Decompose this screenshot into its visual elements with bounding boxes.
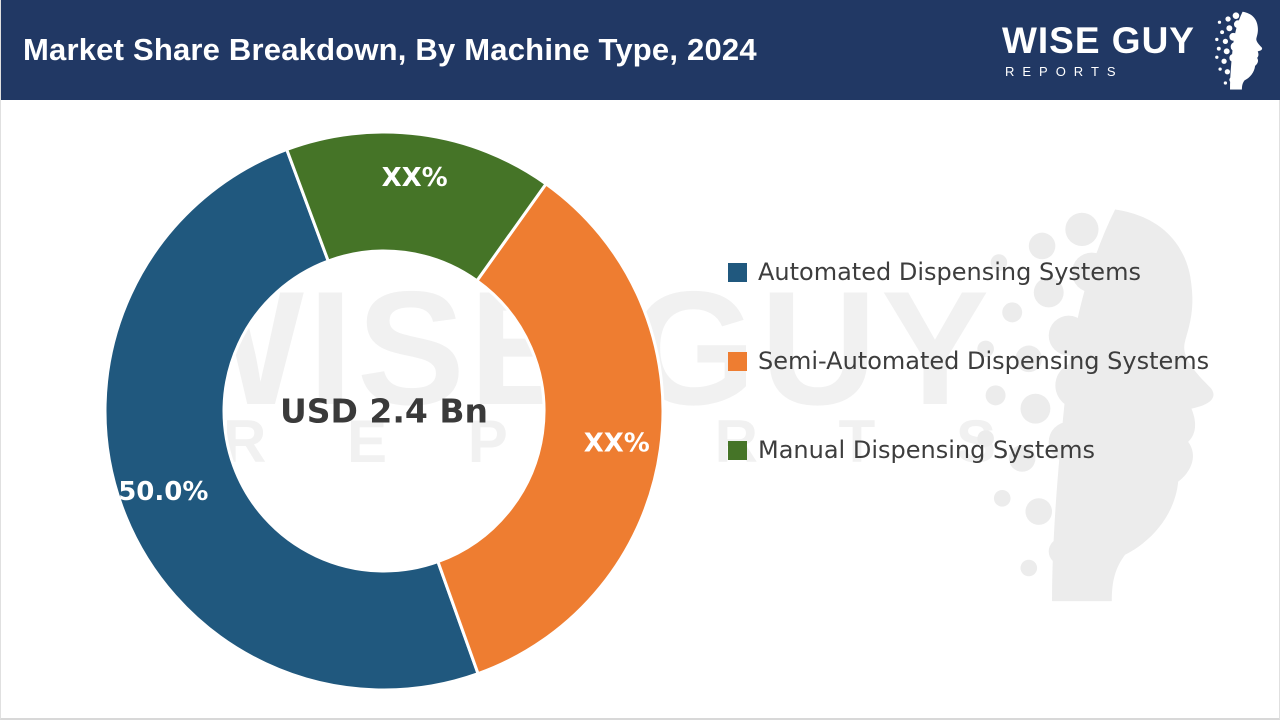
- segment-percent-label: XX%: [584, 428, 650, 458]
- legend-swatch: [728, 440, 747, 460]
- legend-label: Semi-Automated Dispensing Systems: [758, 347, 1210, 375]
- brand-logo: WISE GUY REPORTS: [1002, 10, 1265, 90]
- donut-segment: [436, 181, 665, 676]
- legend-item: Manual Dispensing Systems: [728, 437, 1209, 463]
- legend-label: Manual Dispensing Systems: [758, 436, 1095, 464]
- page-title: Market Share Breakdown, By Machine Type,…: [23, 32, 757, 67]
- legend-item: Semi-Automated Dispensing Systems: [728, 348, 1209, 374]
- wiseguy-face-icon: [1199, 10, 1265, 90]
- chart-area: WISE GUY R E P O R T S 50.0%XX%XX% USD 2…: [1, 100, 1280, 720]
- segment-percent-label: 50.0%: [118, 477, 208, 507]
- brand-subtitle: REPORTS: [1004, 63, 1124, 79]
- legend-item: Automated Dispensing Systems: [728, 259, 1209, 285]
- legend-swatch: [728, 351, 747, 371]
- center-value-label: USD 2.4 Bn: [279, 391, 489, 431]
- header-bar: Market Share Breakdown, By Machine Type,…: [1, 0, 1280, 100]
- donut-chart: 50.0% XX% XX%: [103, 130, 665, 692]
- legend-swatch: [728, 262, 747, 282]
- legend-label: Automated Dispensing Systems: [758, 258, 1141, 286]
- segment-percent-label: XX%: [382, 163, 448, 193]
- donut-segment: [103, 147, 480, 692]
- donut-segment: [284, 130, 549, 283]
- brand-wordmark: WISE GUY: [1001, 19, 1195, 61]
- legend: Automated Dispensing Systems Semi-Automat…: [728, 259, 1209, 526]
